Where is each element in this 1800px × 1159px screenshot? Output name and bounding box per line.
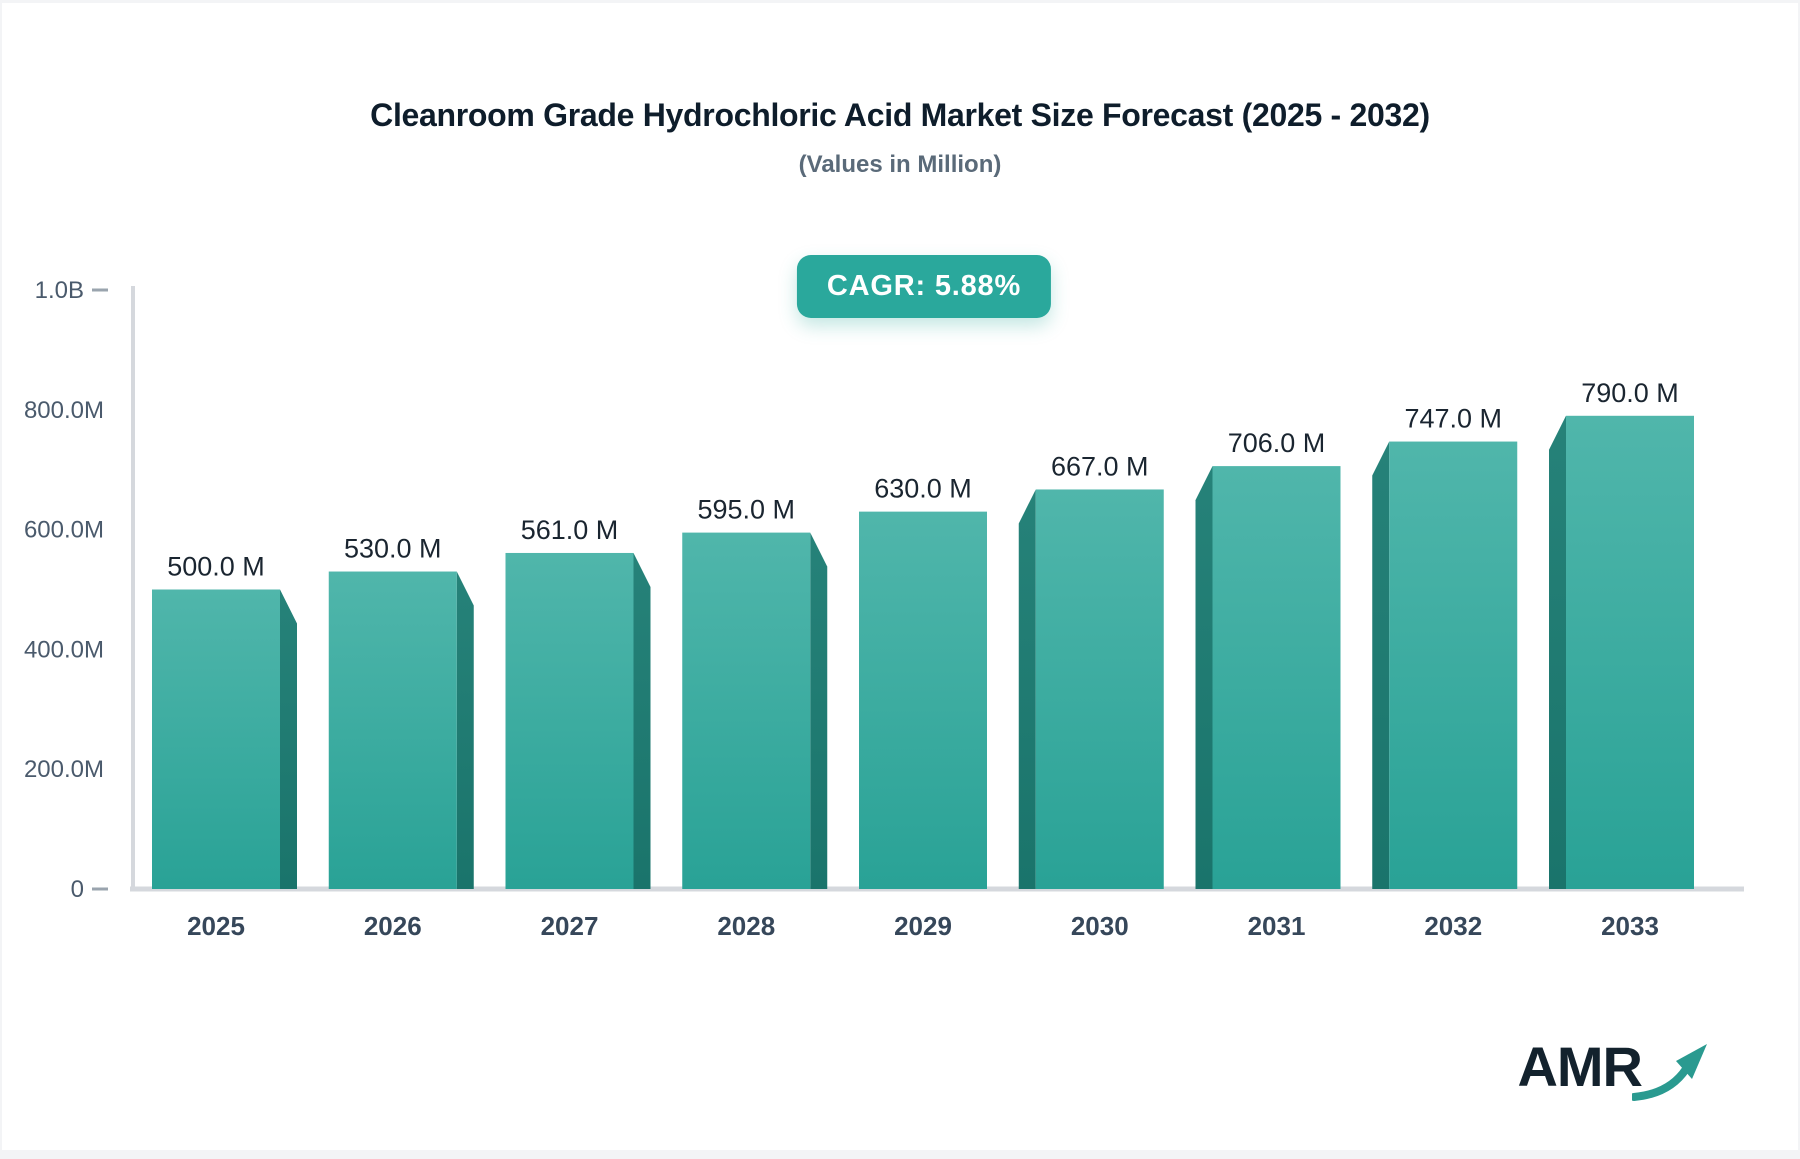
bar-chart: 1.0B 800.0M 600.0M 400.0M 200.0M 0 500.0 M 2025… <box>24 277 1744 941</box>
bar-side <box>1195 466 1213 889</box>
bar-side <box>633 552 651 889</box>
growth-arrow-icon <box>1632 1044 1707 1101</box>
x-category-label: 2027 <box>541 911 599 941</box>
x-category-label: 2028 <box>717 911 775 941</box>
cagr-badge: CAGR: 5.88% <box>796 255 1052 318</box>
bar-face <box>1566 415 1694 889</box>
bar-group[interactable] <box>859 511 987 889</box>
bar-face <box>859 511 987 889</box>
x-category-label: 2026 <box>364 911 422 941</box>
bar-value-label: 667.0 M <box>1051 451 1149 481</box>
chart-card: Cleanroom Grade Hydrochloric Acid Market… <box>2 3 1798 1150</box>
bar-group[interactable] <box>505 552 651 889</box>
amr-logo-text: AMR <box>1517 1035 1643 1098</box>
bar-face <box>1035 489 1164 889</box>
chart-title: Cleanroom Grade Hydrochloric Acid Market… <box>370 97 1430 133</box>
y-axis-tick-label: 1.0B <box>35 277 84 304</box>
bar-side <box>810 532 828 889</box>
x-category-label: 2029 <box>894 911 952 941</box>
cagr-badge-label: CAGR: 5.88% <box>826 270 1022 302</box>
bar-face <box>682 532 811 889</box>
bar-face <box>328 571 457 889</box>
bar-value-label: 630.0 M <box>874 474 972 504</box>
bar-value-label: 747.0 M <box>1404 404 1502 434</box>
bar-side <box>1549 415 1566 889</box>
bar-side <box>1372 441 1390 889</box>
bar-group[interactable] <box>1549 415 1694 889</box>
bar-value-label: 530.0 M <box>344 534 442 564</box>
x-category-label: 2025 <box>187 911 245 941</box>
bar-value-label: 790.0 M <box>1581 378 1679 408</box>
bar-face <box>1389 441 1518 889</box>
bar-group[interactable] <box>152 589 297 890</box>
bar-group[interactable] <box>1372 441 1518 889</box>
bar-value-label: 706.0 M <box>1228 428 1326 458</box>
x-category-label: 2031 <box>1248 911 1306 941</box>
x-category-label: 2033 <box>1601 911 1659 941</box>
y-axis-tick-label: 400.0M <box>24 636 104 663</box>
amr-logo: AMR <box>1517 1039 1710 1105</box>
bar-value-label: 561.0 M <box>521 515 619 545</box>
bar-side <box>456 571 474 889</box>
x-category-label: 2032 <box>1424 911 1482 941</box>
bar-group[interactable] <box>1195 466 1341 889</box>
bar-face <box>1212 466 1341 889</box>
bar-group[interactable] <box>328 571 474 889</box>
bar-side <box>280 589 297 889</box>
y-axis-tick-label: 200.0M <box>24 756 104 783</box>
y-axis-tick-label: 800.0M <box>24 397 104 424</box>
bar-face <box>152 589 280 889</box>
bar-group[interactable] <box>682 532 828 889</box>
bar-group[interactable] <box>1018 489 1164 889</box>
x-category-label: 2030 <box>1071 911 1129 941</box>
bar-face <box>505 552 634 889</box>
chart-subtitle: (Values in Million) <box>798 151 1002 178</box>
y-axis-tick-label: 600.0M <box>24 517 104 544</box>
bar-value-label: 500.0 M <box>167 552 265 582</box>
bar-value-label: 595.0 M <box>697 495 795 525</box>
y-axis-tick-label: 0 <box>71 876 84 903</box>
bar-side <box>1018 489 1036 889</box>
